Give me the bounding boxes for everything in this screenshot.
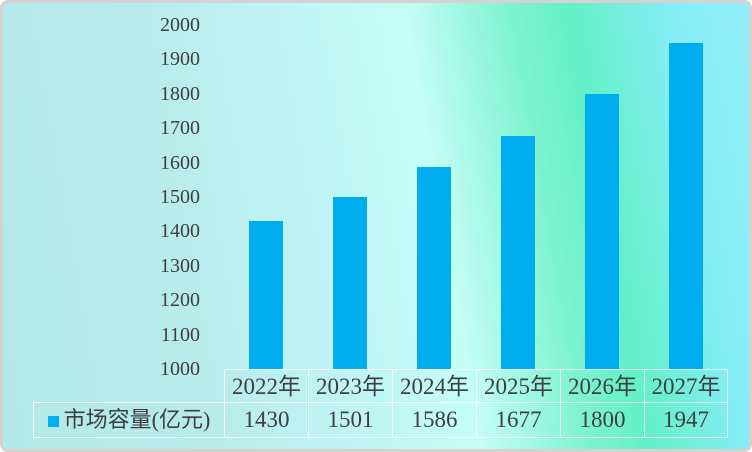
value-cell: 1947 — [644, 402, 728, 438]
bar-2027年 — [669, 43, 703, 369]
bar-2025年 — [501, 136, 535, 369]
y-tick-label-1600: 1600 — [160, 151, 200, 174]
legend-cell: 市场容量(亿元) — [33, 402, 224, 438]
y-tick-label-1200: 1200 — [160, 289, 200, 312]
y-tick-label-1400: 1400 — [160, 220, 200, 243]
bar-2023年 — [333, 196, 367, 369]
y-tick-label-1000: 1000 — [160, 358, 200, 380]
bar-2022年 — [249, 221, 283, 369]
y-tick-label-1100: 1100 — [160, 323, 200, 346]
bar-2024年 — [417, 167, 451, 369]
value-cell: 1586 — [392, 402, 476, 438]
value-cell: 1800 — [560, 402, 644, 438]
legend-swatch-icon — [47, 416, 59, 427]
y-tick-label-1500: 1500 — [160, 186, 200, 208]
value-cell: 1501 — [308, 402, 392, 438]
bar-2026年 — [585, 93, 619, 369]
y-tick-label-1800: 1800 — [160, 82, 200, 105]
category-header-cell: 2025年 — [476, 369, 560, 403]
y-tick-label-1900: 1900 — [160, 48, 200, 71]
y-tick-label-1700: 1700 — [160, 117, 200, 140]
category-header-cell: 2027年 — [644, 369, 728, 403]
y-tick-label-1300: 1300 — [160, 254, 200, 277]
series-name-label: 市场容量(亿元) — [63, 407, 211, 432]
category-header-cell: 2023年 — [308, 369, 392, 403]
value-cell: 1677 — [476, 402, 560, 438]
y-tick-label-2000: 2000 — [160, 14, 200, 36]
category-header-cell: 2022年 — [224, 369, 308, 403]
value-cell: 1430 — [224, 402, 308, 438]
category-header-cell: 2024年 — [392, 369, 476, 403]
category-header-cell: 2026年 — [560, 369, 644, 403]
